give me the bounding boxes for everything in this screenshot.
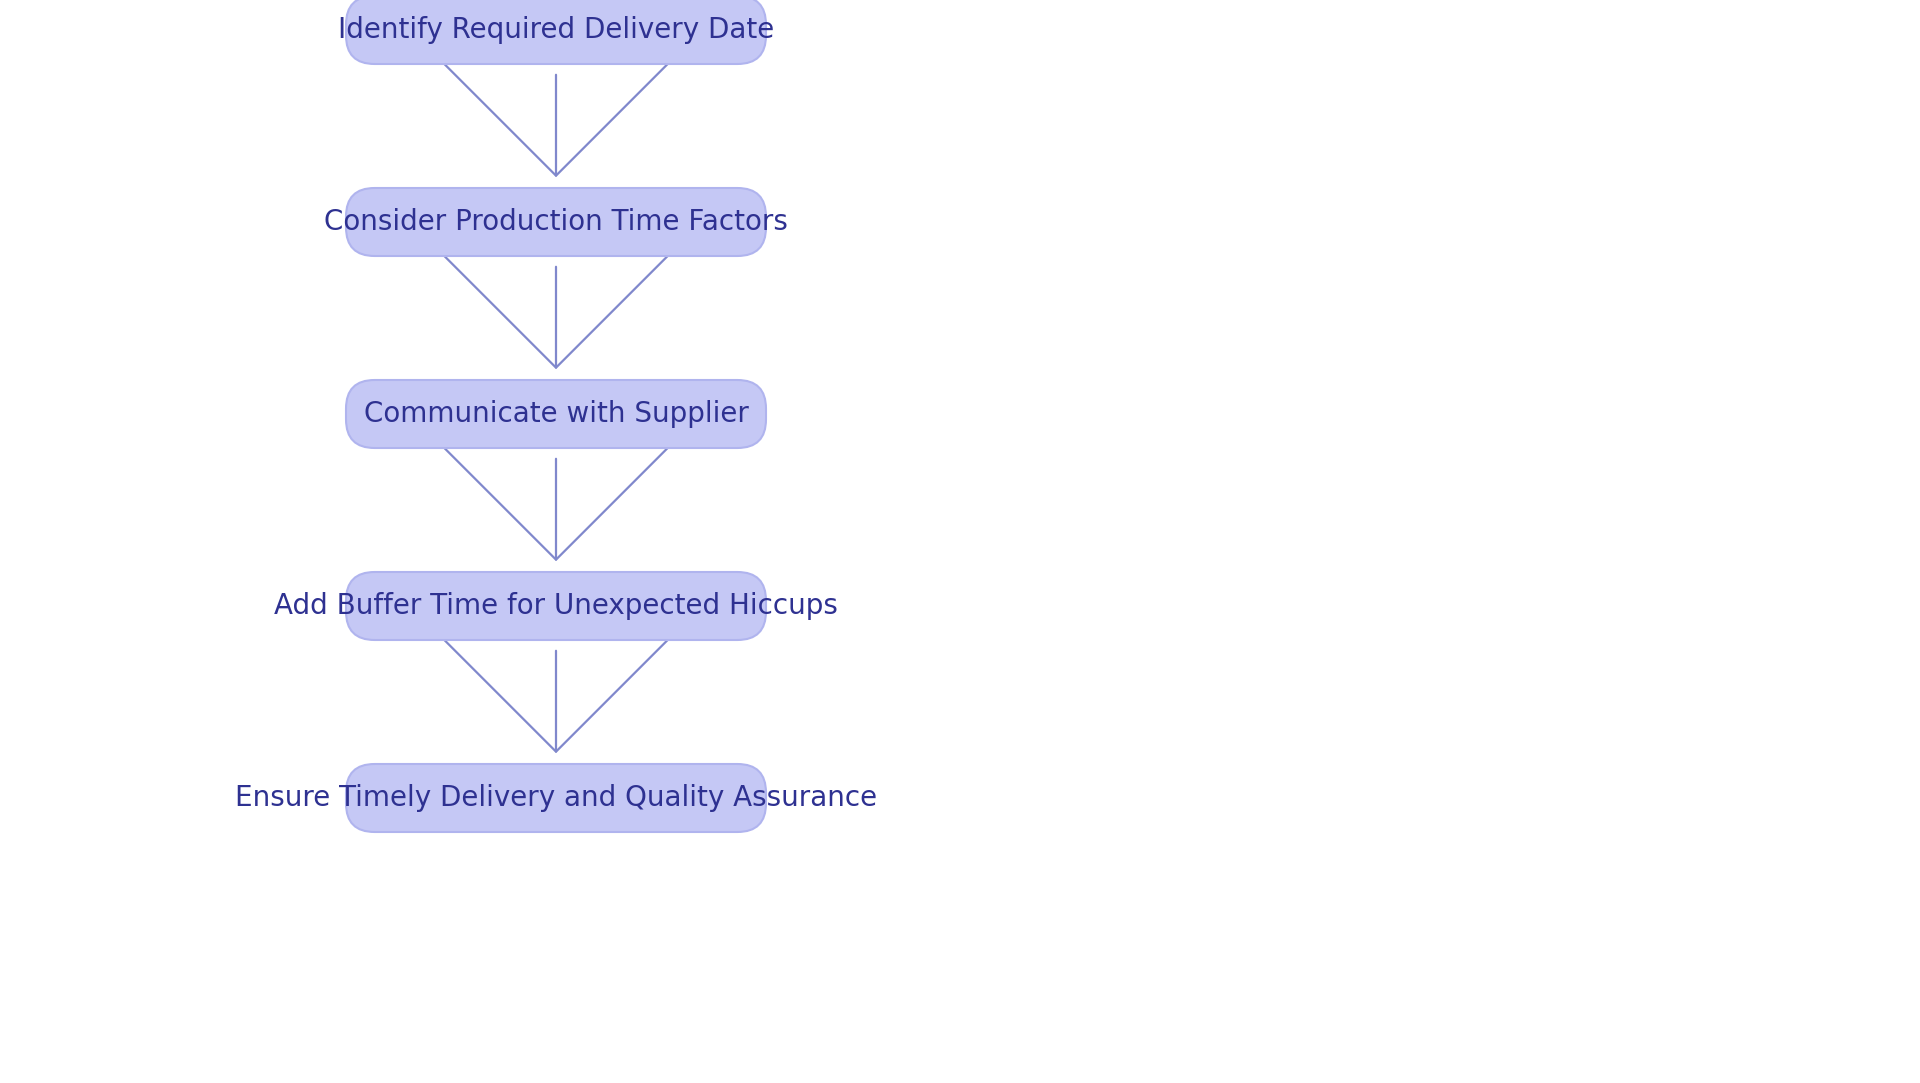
Text: Add Buffer Time for Unexpected Hiccups: Add Buffer Time for Unexpected Hiccups [275,592,837,619]
FancyBboxPatch shape [346,380,766,448]
Text: Communicate with Supplier: Communicate with Supplier [363,400,749,428]
Text: Ensure Timely Delivery and Quality Assurance: Ensure Timely Delivery and Quality Assur… [234,784,877,812]
FancyBboxPatch shape [346,0,766,64]
Text: Consider Production Time Factors: Consider Production Time Factors [324,208,787,236]
FancyBboxPatch shape [346,188,766,256]
FancyBboxPatch shape [346,764,766,832]
Text: Identify Required Delivery Date: Identify Required Delivery Date [338,16,774,44]
FancyBboxPatch shape [346,572,766,640]
